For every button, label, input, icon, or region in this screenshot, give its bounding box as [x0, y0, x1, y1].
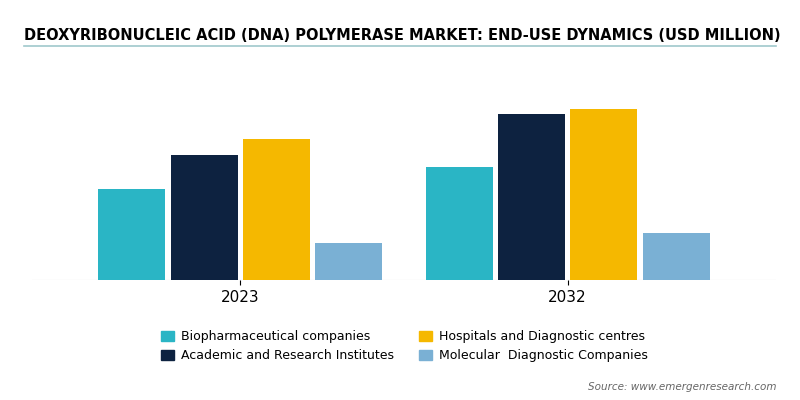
Bar	[426, 167, 493, 280]
Bar	[170, 155, 238, 280]
Legend: Biopharmaceutical companies, Academic and Research Institutes, Hospitals and Dia: Biopharmaceutical companies, Academic an…	[155, 325, 653, 367]
Bar	[243, 139, 310, 280]
Text: Source: www.emergenresearch.com: Source: www.emergenresearch.com	[587, 382, 776, 392]
Bar	[498, 114, 565, 280]
Text: DEOXYRIBONUCLEIC ACID (DNA) POLYMERASE MARKET: END-USE DYNAMICS (USD MILLION): DEOXYRIBONUCLEIC ACID (DNA) POLYMERASE M…	[24, 28, 781, 43]
Bar	[315, 244, 382, 280]
Bar	[98, 189, 166, 280]
Bar	[642, 234, 710, 280]
Bar	[570, 109, 638, 280]
